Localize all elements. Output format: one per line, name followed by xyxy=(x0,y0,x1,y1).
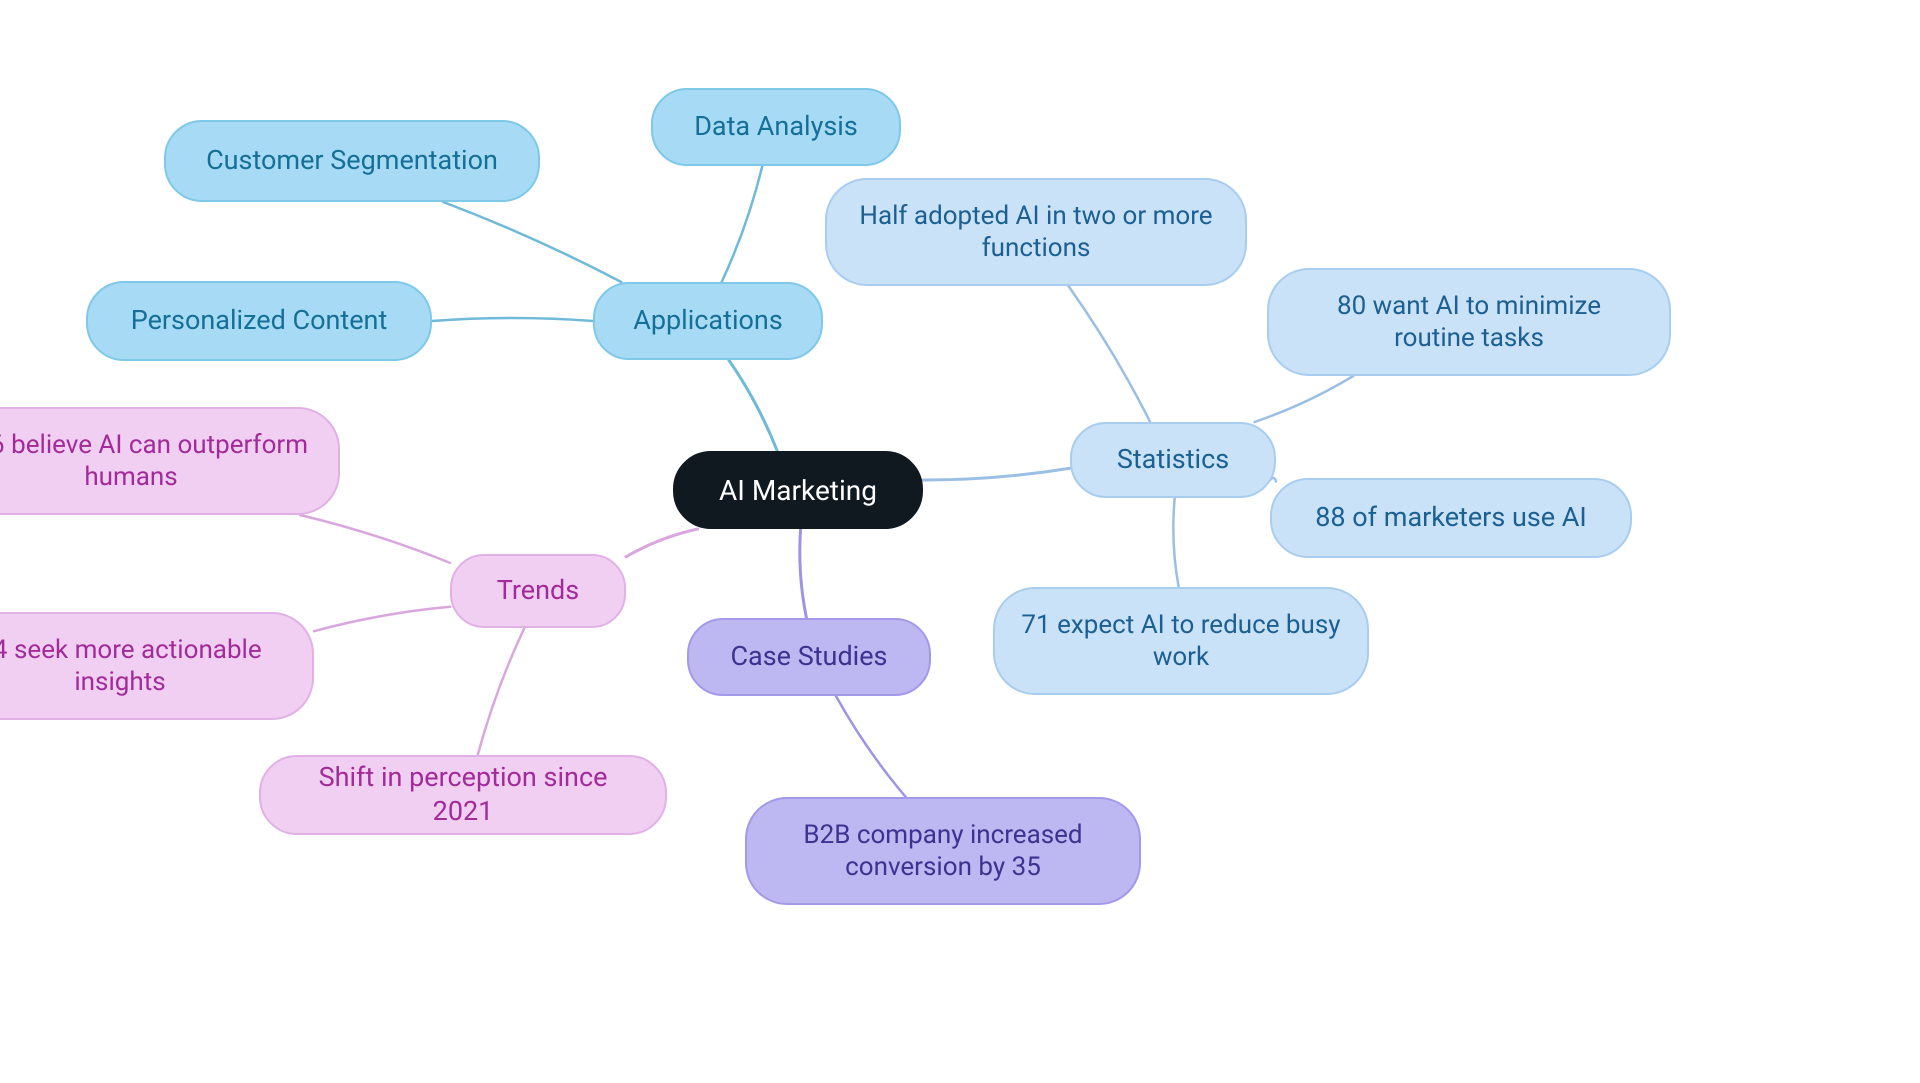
node-stat-half: Half adopted AI in two or more functions xyxy=(825,178,1247,286)
edge-trends-trend-706 xyxy=(300,515,450,563)
node-data-analysis-label: Data Analysis xyxy=(694,110,858,144)
node-root-label: AI Marketing xyxy=(719,473,877,508)
node-stat-80-label: 80 want AI to minimize routine tasks xyxy=(1295,290,1643,355)
node-stat-88-label: 88 of marketers use AI xyxy=(1315,501,1587,535)
node-stat-71-label: 71 expect AI to reduce busy work xyxy=(1021,609,1341,674)
node-case-b2b: B2B company increased conversion by 35 xyxy=(745,797,1141,905)
edge-case-studies-case-b2b xyxy=(836,696,906,797)
edge-statistics-stat-71 xyxy=(1173,498,1178,587)
node-applications-label: Applications xyxy=(633,304,783,338)
node-root: AI Marketing xyxy=(673,451,923,529)
node-trend-706-label: 70.6 believe AI can outperform humans xyxy=(0,429,312,494)
edge-trends-trend-64 xyxy=(314,607,450,631)
node-trends: Trends xyxy=(450,554,626,628)
edge-root-trends xyxy=(626,529,698,557)
edge-statistics-stat-half xyxy=(1068,286,1150,422)
node-case-studies-label: Case Studies xyxy=(730,640,887,674)
edge-root-statistics xyxy=(923,468,1070,480)
edge-trends-trend-shift xyxy=(478,628,525,755)
node-data-analysis: Data Analysis xyxy=(651,88,901,166)
edge-applications-personalized xyxy=(432,318,593,321)
node-trend-64: 64 seek more actionable insights xyxy=(0,612,314,720)
node-stat-71: 71 expect AI to reduce busy work xyxy=(993,587,1369,695)
node-statistics: Statistics xyxy=(1070,422,1276,498)
node-stat-88: 88 of marketers use AI xyxy=(1270,478,1632,558)
node-personalized: Personalized Content xyxy=(86,281,432,361)
node-stat-half-label: Half adopted AI in two or more functions xyxy=(853,200,1219,265)
node-trend-shift: Shift in perception since 2021 xyxy=(259,755,667,835)
node-statistics-label: Statistics xyxy=(1117,443,1229,477)
node-stat-80: 80 want AI to minimize routine tasks xyxy=(1267,268,1671,376)
node-customer-seg: Customer Segmentation xyxy=(164,120,540,202)
edge-applications-customer-seg xyxy=(443,202,621,282)
node-trend-64-label: 64 seek more actionable insights xyxy=(0,634,286,699)
edge-statistics-stat-80 xyxy=(1255,376,1354,422)
node-case-studies: Case Studies xyxy=(687,618,931,696)
node-trends-label: Trends xyxy=(497,574,579,608)
node-applications: Applications xyxy=(593,282,823,360)
node-trend-shift-label: Shift in perception since 2021 xyxy=(285,761,641,829)
node-customer-seg-label: Customer Segmentation xyxy=(206,144,498,178)
edge-root-applications xyxy=(729,360,777,451)
node-case-b2b-label: B2B company increased conversion by 35 xyxy=(773,819,1113,884)
node-trend-706: 70.6 believe AI can outperform humans xyxy=(0,407,340,515)
node-personalized-label: Personalized Content xyxy=(131,304,388,338)
mindmap-canvas: AI Marketing Applications Customer Segment… xyxy=(0,0,1920,1083)
edge-applications-data-analysis xyxy=(722,166,763,282)
edge-root-case-studies xyxy=(800,529,807,618)
